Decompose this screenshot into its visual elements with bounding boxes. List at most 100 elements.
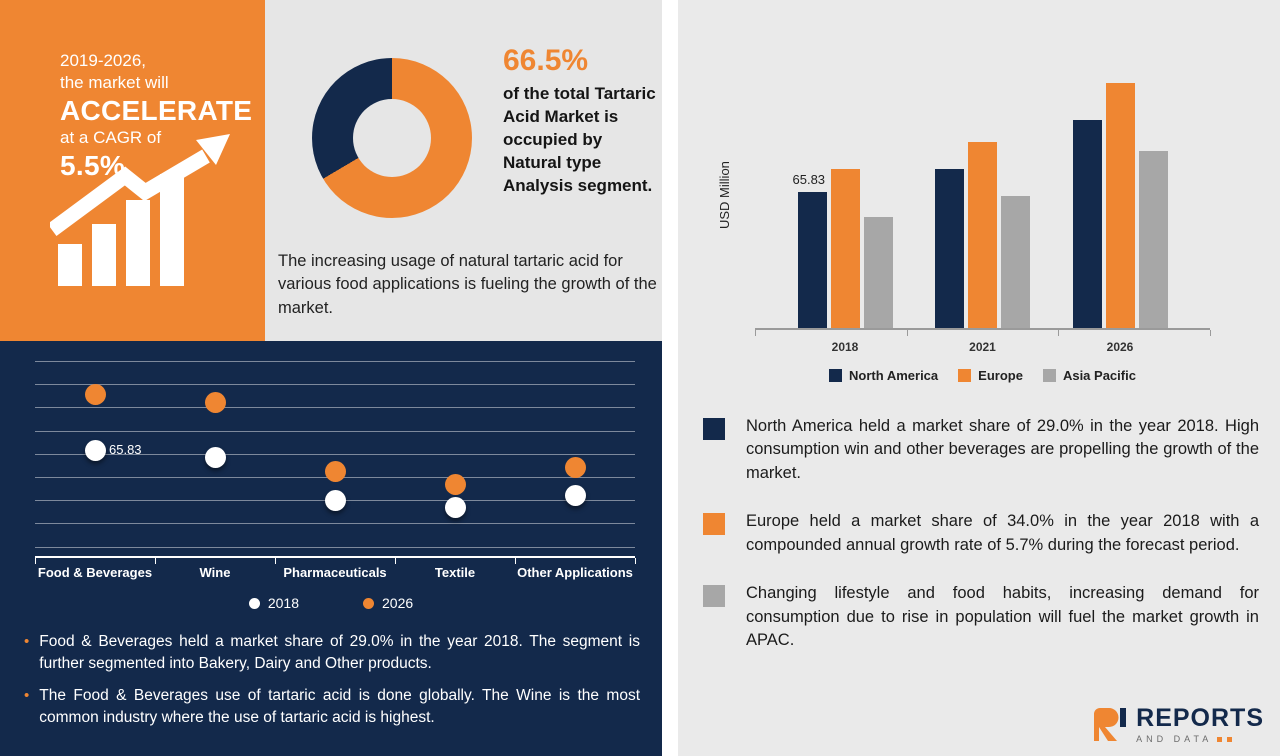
dot-2018-food-beverages [84, 439, 106, 461]
bullet-text: The Food & Beverages use of tartaric aci… [39, 686, 640, 727]
dot-grid-line [35, 430, 635, 432]
reports-and-data-logo: REPORTS AND DATA [1091, 706, 1264, 744]
legend-label: North America [849, 368, 939, 383]
legend-label: Europe [978, 368, 1023, 383]
bar-axis-tick [1058, 330, 1060, 336]
legend-label: Asia Pacific [1062, 368, 1136, 383]
legend-label: 2026 [382, 595, 414, 611]
bullet-marker-icon: • [24, 686, 30, 704]
dot-grid-line [35, 407, 635, 409]
bar-north-america-2018: 65.83 [793, 172, 827, 328]
logo-icon [1094, 708, 1127, 741]
dot-value-label: 65.83 [109, 442, 142, 458]
dot-2018-pharmaceuticals [324, 490, 346, 512]
note-text: Europe held a market share of 34.0% in t… [746, 512, 1259, 554]
legend-item-north-america: North America [829, 368, 938, 383]
legend-swatch-north-america [829, 369, 843, 382]
dot-grid-line [35, 546, 635, 548]
logo-subtitle-row: AND DATA [1136, 734, 1264, 744]
dot-axis-tick [155, 558, 156, 564]
dot-axis-tick [35, 558, 36, 564]
dot-2026-wine [204, 391, 226, 413]
bar-axis-tick [906, 330, 908, 336]
growth-arrow-icon [50, 134, 230, 286]
note-color-swatch [703, 418, 725, 440]
regional-legend: North America Europe Asia Pacific [728, 368, 1237, 383]
note-color-swatch [703, 513, 725, 536]
logo-title: REPORTS [1136, 704, 1264, 732]
note-item: Europe held a market share of 34.0% in t… [703, 510, 1259, 557]
cagr-intro: the market will [60, 73, 169, 93]
bar-axis-tick [755, 330, 756, 336]
donut-body-text: The increasing usage of natural tartaric… [278, 252, 657, 317]
legend-item-europe: Europe [958, 368, 1023, 383]
category-label-food-beverages: Food & Beverages [37, 565, 153, 580]
bar-asia-pacific-2021 [1001, 196, 1030, 328]
bullet-item: • Food & Beverages held a market share of… [24, 631, 640, 676]
cagr-text-block: 2019-2026, the market will ACCELERATE at… [0, 0, 265, 182]
application-legend: 2018 2026 [0, 595, 662, 611]
logo-dot-icon [1227, 736, 1233, 742]
application-dot-plot: 65.83 [35, 353, 636, 564]
legend-swatch-europe [958, 369, 972, 382]
bar-asia-pacific-2026 [1138, 150, 1168, 328]
note-text: North America held a market share of 29.… [746, 417, 1259, 482]
note-item: North America held a market share of 29.… [703, 415, 1259, 485]
regional-notes: North America held a market share of 29.… [703, 415, 1259, 677]
bar-value-label: 65.83 [792, 172, 826, 188]
bar-chart-ylabel: USD Million [717, 161, 732, 229]
legend-item-2018: 2018 [248, 595, 299, 611]
bar-axis-tick [1210, 330, 1211, 336]
legend-swatch-2018 [248, 597, 260, 609]
bar-group-2026 [1072, 60, 1168, 328]
logo-dot-icon [1217, 736, 1223, 742]
bar-x-label-2018: 2018 [831, 340, 859, 354]
bar-group-2018: 65.83 [793, 60, 893, 328]
dot-axis-tick [395, 558, 396, 564]
dot-2026-pharmaceuticals [324, 460, 346, 482]
dot-2026-other-applications [564, 457, 586, 479]
bar-group-2021 [935, 60, 1030, 328]
cagr-accelerate: ACCELERATE [60, 95, 253, 127]
cagr-highlight-panel: 2019-2026, the market will ACCELERATE at… [0, 0, 265, 341]
legend-swatch-asia-pacific [1042, 369, 1056, 382]
dot-2018-wine [204, 447, 226, 469]
logo-text: REPORTS AND DATA [1136, 704, 1264, 745]
donut-panel: 66.5% of the total Tartaric Acid Market … [265, 0, 662, 341]
regional-panel: USD Million 65.83 2018 2021 2026 North Ame… [678, 0, 1280, 756]
category-label-textile: Textile [434, 565, 476, 580]
dot-grid-line [35, 361, 635, 362]
application-chart-panel: 65.83 Food & Beverages Wine Pharmaceutical… [0, 341, 662, 756]
category-label-pharmaceuticals: Pharmaceuticals [283, 565, 387, 580]
dot-axis-tick [635, 558, 636, 564]
donut-percent: 66.5% [503, 44, 589, 77]
dot-grid-line [35, 523, 635, 525]
donut-hole [353, 99, 431, 177]
regional-bar-chart: USD Million 65.83 2018 2021 2026 [717, 60, 1211, 354]
dot-axis-tick [275, 558, 276, 564]
bar-europe-2021 [968, 142, 997, 328]
dot-axis-tick [515, 558, 516, 564]
application-notes: • Food & Beverages held a market share of… [24, 631, 640, 739]
legend-item-2026: 2026 [363, 595, 413, 611]
donut-headline: of the total Tartaric Acid Market is occ… [503, 84, 656, 196]
bar-plot-area: 65.83 [755, 60, 1211, 336]
bullet-item: • The Food & Beverages use of tartaric ac… [24, 685, 640, 730]
application-category-labels: Food & Beverages Wine Pharmaceuticals Texti… [35, 565, 635, 580]
cagr-years: 2019-2026, [60, 51, 147, 70]
legend-swatch-2026 [363, 597, 374, 609]
legend-item-asia-pacific: Asia Pacific [1042, 368, 1136, 383]
note-item: Changing lifestyle and food habits, incr… [703, 582, 1259, 652]
donut-chart [312, 58, 472, 218]
dot-2018-other-applications [564, 485, 586, 507]
bar-europe-2026 [1105, 82, 1135, 328]
dot-2018-textile [444, 496, 466, 518]
bar-europe-2018 [830, 169, 860, 328]
bar-asia-pacific-2018 [863, 216, 893, 328]
bullet-text: Food & Beverages held a market share of … [39, 633, 640, 673]
dot-2026-food-beverages [84, 383, 106, 405]
category-label-other-applications: Other Applications [517, 565, 633, 580]
logo-subtitle: AND DATA [1136, 734, 1213, 744]
bar-north-america-2021 [935, 169, 964, 328]
